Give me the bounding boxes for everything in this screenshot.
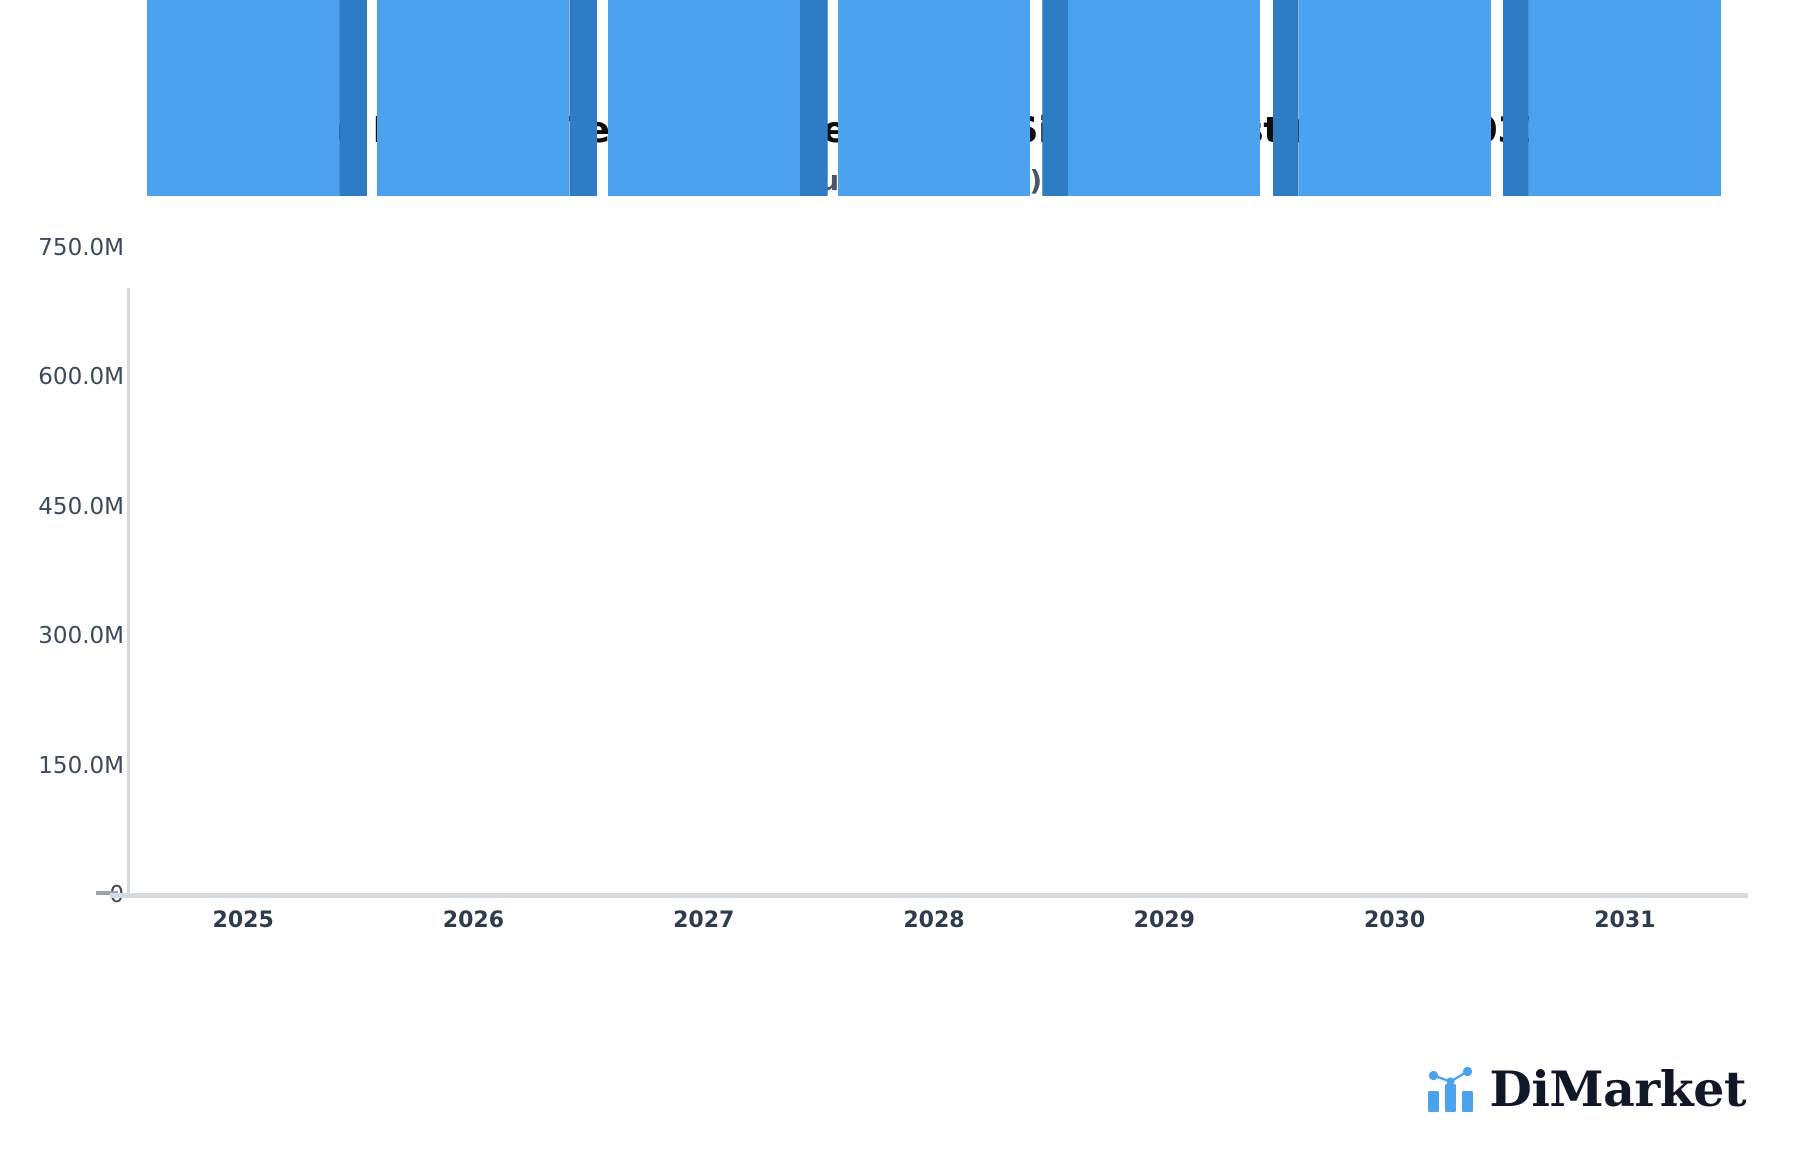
bar-3d-side-panel xyxy=(799,0,828,196)
bar-face xyxy=(838,0,1030,196)
y-axis-tick-label: 600.0M xyxy=(38,364,124,391)
x-axis-category-label: 2025 xyxy=(212,908,274,933)
y-axis-line xyxy=(127,288,130,895)
x-axis-category-label: 2028 xyxy=(903,908,965,933)
x-axis-category-label: 2031 xyxy=(1594,908,1656,933)
x-axis-category-label: 2027 xyxy=(673,908,735,933)
bar-column[interactable]: 731.0 M xyxy=(147,0,368,196)
bar-3d-side-panel xyxy=(1272,0,1299,196)
bar-face xyxy=(1528,0,1721,196)
bar-chart-logo-icon xyxy=(1428,1066,1474,1112)
x-axis-category-label: 2026 xyxy=(442,908,505,933)
x-axis-line xyxy=(110,893,1748,898)
plot-area: 731.0 M714.0 M697.0 M681.0 M666.0 M650.0… xyxy=(128,0,1740,895)
bar-3d-side-panel xyxy=(1502,0,1529,196)
bar-face xyxy=(147,0,340,196)
brand-name: DiMarket xyxy=(1489,1060,1746,1118)
bar-column[interactable]: 666.0 M xyxy=(1042,0,1261,196)
bar-face xyxy=(607,0,800,196)
bar-3d-side-panel xyxy=(339,0,368,196)
bar-face xyxy=(1068,0,1261,196)
bar-3d-side-panel xyxy=(569,0,598,196)
bar-3d-side-panel xyxy=(1042,0,1069,196)
bar-column[interactable]: 681.0 M xyxy=(838,0,1030,196)
bar-face xyxy=(1298,0,1491,196)
x-axis-category-label: 2029 xyxy=(1133,908,1195,933)
bar-column[interactable]: 650.0 M xyxy=(1272,0,1491,196)
brand-logo: DiMarket xyxy=(1426,1065,1746,1114)
y-axis-zero-tick-mark xyxy=(96,891,118,895)
y-axis-tick-label: 150.0M xyxy=(38,752,124,779)
bar-column[interactable]: 635.0 M xyxy=(1502,0,1721,196)
y-axis-tick-label: 750.0M xyxy=(38,235,124,261)
bar-column[interactable]: 697.0 M xyxy=(607,0,828,196)
x-axis-category-label: 2030 xyxy=(1363,908,1426,933)
y-axis-tick-label: 0 xyxy=(8,882,124,908)
bar-face xyxy=(377,0,570,196)
bar-column[interactable]: 714.0 M xyxy=(377,0,598,196)
y-axis-tick-label: 450.0M xyxy=(38,493,124,520)
y-axis-tick-label: 300.0M xyxy=(38,623,124,650)
y-axis-tick-labels: 0 150.0M 300.0M 450.0M 600.0M 750.0M xyxy=(0,0,124,1156)
